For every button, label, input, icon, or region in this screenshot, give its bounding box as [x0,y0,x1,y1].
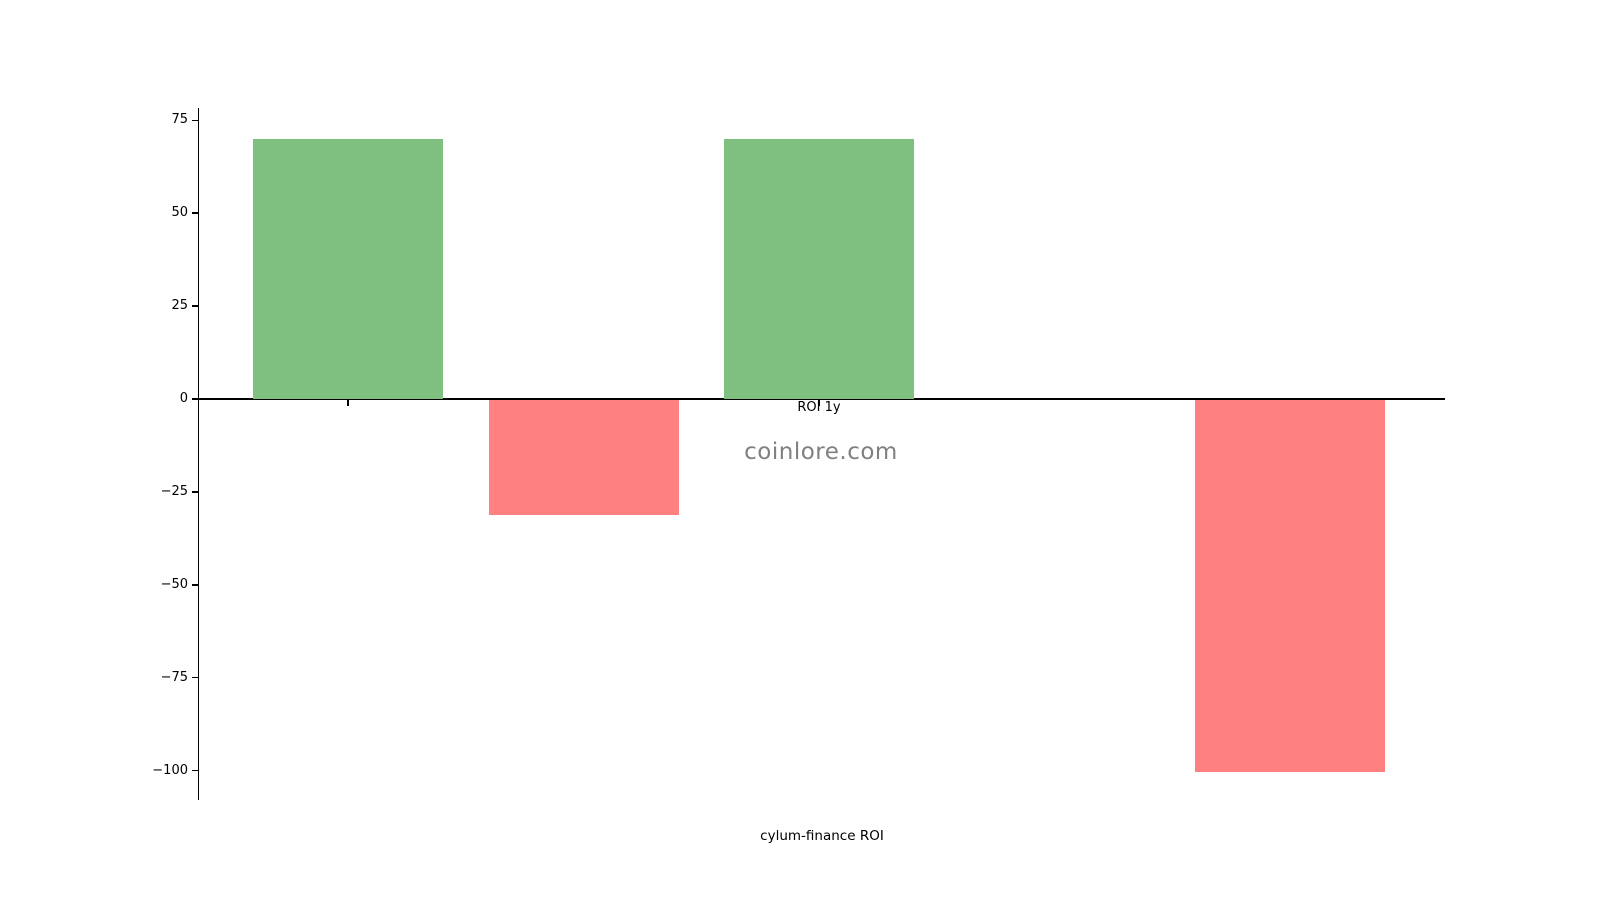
x-tick-mark [818,399,820,406]
y-tick-mark [192,584,198,586]
chart-bar-1 [488,400,679,516]
y-tick-mark [192,212,198,214]
y-tick-mark [192,398,198,400]
y-tick-label: 0 [179,391,188,406]
y-tick-mark [192,676,198,679]
y-tick-mark [192,119,198,122]
y-tick-label: −75 [160,669,188,685]
chart-bar-2 [724,138,914,399]
y-tick-label: 75 [171,112,188,128]
y-tick-mark [192,769,198,772]
y-axis-line [197,108,199,800]
chart-bar-4 [1195,400,1385,772]
x-tick-label: ROI 1y [797,400,841,415]
y-tick-mark [192,491,198,493]
chart-bar-0 [253,138,443,399]
y-tick-label: 50 [171,205,188,221]
x-tick-mark [347,399,349,406]
watermark-text: coinlore.com [744,439,898,465]
y-tick-mark [192,305,198,307]
y-tick-label: 25 [171,298,188,314]
y-tick-label: −25 [160,483,188,499]
y-tick-label: −100 [152,762,188,778]
chart-title: cylum-finance ROI [760,828,884,844]
y-tick-label: −50 [160,576,188,592]
